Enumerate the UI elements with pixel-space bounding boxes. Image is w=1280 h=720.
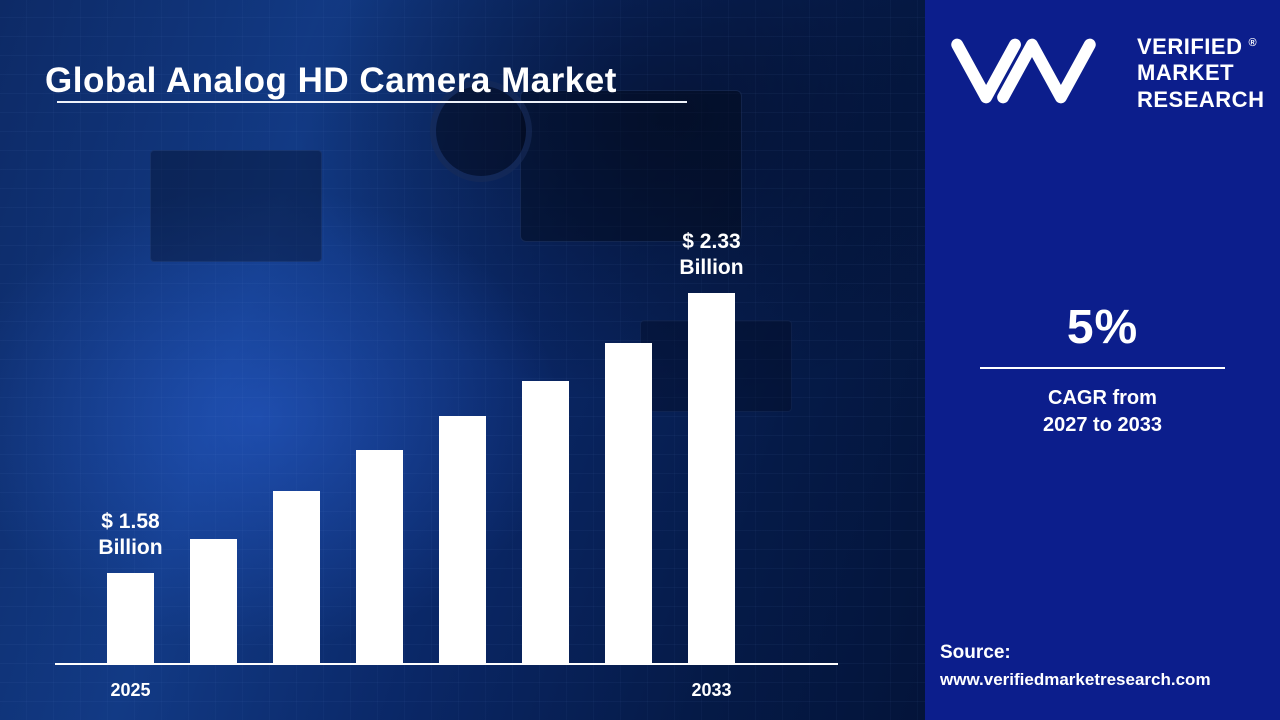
cagr-stat: 5% CAGR from 2027 to 2033 bbox=[925, 300, 1280, 439]
bar-5 bbox=[439, 416, 486, 663]
bar-7 bbox=[605, 343, 652, 663]
x-tick-label: 2033 bbox=[691, 680, 732, 700]
page-title: Global Analog HD Camera Market bbox=[45, 61, 617, 101]
source-block: Source: www.verifiedmarketresearch.com bbox=[940, 642, 1211, 690]
brand-name-line: VERIFIED ® bbox=[1137, 34, 1258, 59]
cagr-caption-line1: CAGR from bbox=[1048, 387, 1157, 409]
title-underline bbox=[57, 101, 687, 103]
bar-2 bbox=[190, 539, 237, 663]
bar-value-label: $ 2.33 Billion bbox=[679, 229, 744, 279]
vmr-logo-icon bbox=[951, 38, 1096, 104]
x-axis-line bbox=[55, 663, 838, 665]
x-tick-label: 2025 bbox=[110, 680, 151, 700]
bar-6 bbox=[522, 381, 569, 663]
bar-value-label: $ 1.58 Billion bbox=[98, 509, 163, 559]
brand-name-line: RESEARCH bbox=[1137, 86, 1265, 112]
bar-3 bbox=[273, 491, 320, 663]
brand-name: VERIFIED ® MARKET RESEARCH bbox=[1137, 34, 1264, 113]
bar-4 bbox=[356, 450, 403, 663]
source-label: Source: bbox=[940, 642, 1011, 663]
stat-underline bbox=[980, 367, 1225, 369]
cagr-value: 5% bbox=[1066, 301, 1139, 354]
cagr-caption-line2: 2027 to 2033 bbox=[1043, 414, 1162, 436]
bar-chart: $ 1.58 Billion $ 2.33 Billion 2025 2033 bbox=[55, 229, 838, 700]
brand-name-line: MARKET bbox=[1137, 60, 1235, 86]
bar-8 bbox=[688, 293, 735, 663]
bar-1 bbox=[107, 573, 154, 663]
chart-section: Global Analog HD Camera Market $ 1.58 Bil… bbox=[0, 0, 925, 720]
circuit-chip-decoration bbox=[520, 90, 742, 242]
registered-mark: ® bbox=[1248, 36, 1258, 49]
source-url: www.verifiedmarketresearch.com bbox=[940, 670, 1211, 689]
circuit-chip-decoration bbox=[150, 150, 322, 262]
brand-panel: VERIFIED ® MARKET RESEARCH 5% CAGR from 2… bbox=[925, 0, 1280, 720]
brand-logo: VERIFIED ® MARKET RESEARCH bbox=[947, 30, 1267, 120]
camera-lens-decoration bbox=[430, 80, 532, 182]
